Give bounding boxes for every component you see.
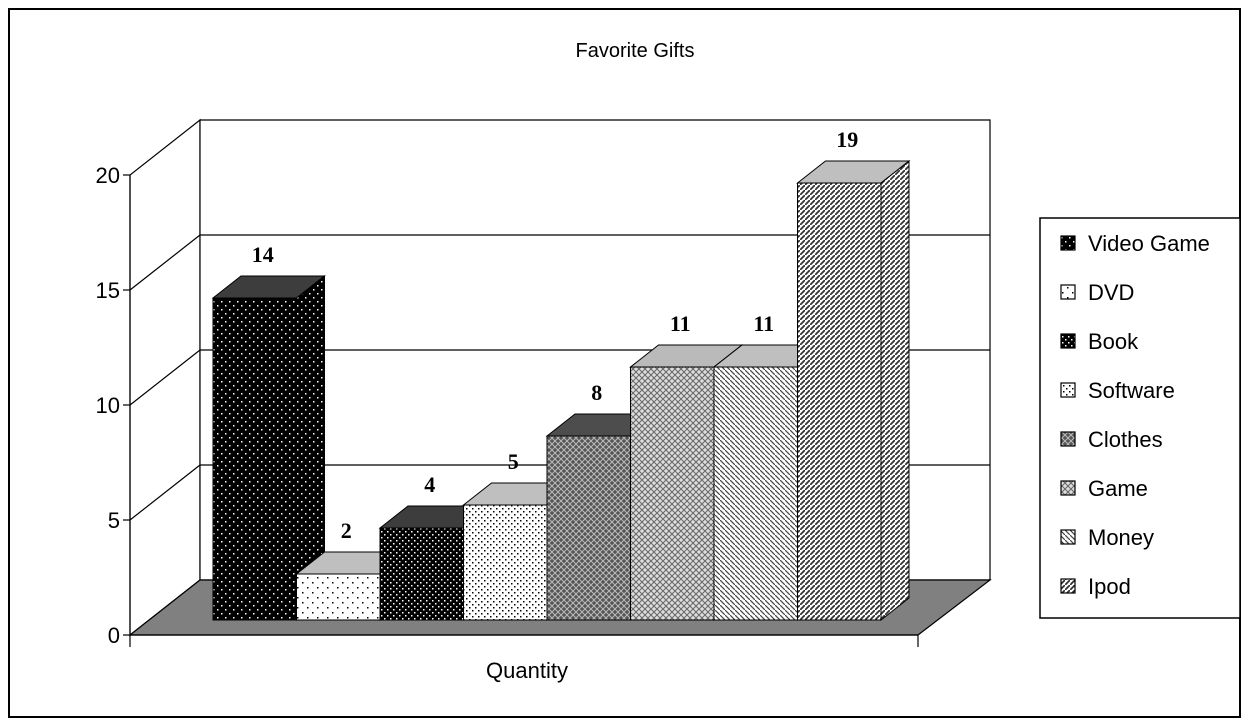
legend-item: Book bbox=[1060, 329, 1139, 354]
data-label: 5 bbox=[508, 449, 519, 474]
legend-item: Money bbox=[1060, 525, 1154, 550]
bar-front bbox=[797, 182, 882, 621]
legend-label: Book bbox=[1088, 329, 1139, 354]
bar-front bbox=[296, 573, 381, 621]
bar-video-game bbox=[211, 274, 326, 622]
bar-ipod bbox=[796, 159, 911, 622]
legend-swatch bbox=[1060, 382, 1076, 398]
legend-label: Game bbox=[1088, 476, 1148, 501]
y-tick-label: 0 bbox=[108, 623, 120, 648]
chart-title: Favorite Gifts bbox=[576, 40, 695, 62]
data-label: 11 bbox=[670, 311, 691, 336]
legend-swatch bbox=[1060, 284, 1076, 300]
legend-item: Video Game bbox=[1060, 231, 1210, 256]
data-label: 19 bbox=[836, 127, 858, 152]
legend-item: Software bbox=[1060, 378, 1175, 403]
bar-front bbox=[212, 297, 297, 621]
data-label: 2 bbox=[341, 518, 352, 543]
legend-box bbox=[1039, 217, 1241, 619]
value-labels: 14 2 4 5 8 11 11 19 bbox=[252, 127, 859, 543]
legend-swatch bbox=[1060, 235, 1076, 251]
y-tick-label: 10 bbox=[96, 393, 120, 418]
data-label: 14 bbox=[252, 242, 274, 267]
y-tick-label: 15 bbox=[96, 278, 120, 303]
bar-front bbox=[463, 504, 548, 621]
legend: Video Game DVD Book Software Clothes Game Mone… bbox=[1039, 217, 1241, 619]
legend-swatch bbox=[1060, 480, 1076, 496]
bar-front bbox=[630, 366, 715, 621]
data-label: 4 bbox=[424, 472, 435, 497]
bar-front bbox=[546, 435, 631, 621]
bar-side bbox=[880, 159, 910, 622]
legend-label: Ipod bbox=[1088, 574, 1131, 599]
legend-item: Game bbox=[1060, 476, 1148, 501]
legend-item: Ipod bbox=[1060, 574, 1131, 599]
legend-label: DVD bbox=[1088, 280, 1134, 305]
y-axis: 0 5 10 15 20 bbox=[96, 163, 919, 648]
data-label: 11 bbox=[753, 311, 774, 336]
legend-swatch bbox=[1060, 529, 1076, 545]
legend-swatch bbox=[1060, 333, 1076, 349]
y-tick-label: 20 bbox=[96, 163, 120, 188]
legend-label: Money bbox=[1088, 525, 1154, 550]
data-label: 8 bbox=[591, 380, 602, 405]
bars-group bbox=[211, 159, 911, 622]
y-tick-label: 5 bbox=[108, 508, 120, 533]
legend-item: Clothes bbox=[1060, 427, 1163, 452]
gridline bbox=[129, 234, 990, 291]
bar-front bbox=[379, 527, 464, 621]
legend-label: Software bbox=[1088, 378, 1175, 403]
legend-item: DVD bbox=[1060, 280, 1134, 305]
legend-label: Clothes bbox=[1088, 427, 1163, 452]
legend-swatch bbox=[1060, 578, 1076, 594]
bar-front bbox=[713, 366, 798, 621]
legend-label: Video Game bbox=[1088, 231, 1210, 256]
legend-swatch bbox=[1060, 431, 1076, 447]
x-axis-label: Quantity bbox=[486, 658, 568, 683]
